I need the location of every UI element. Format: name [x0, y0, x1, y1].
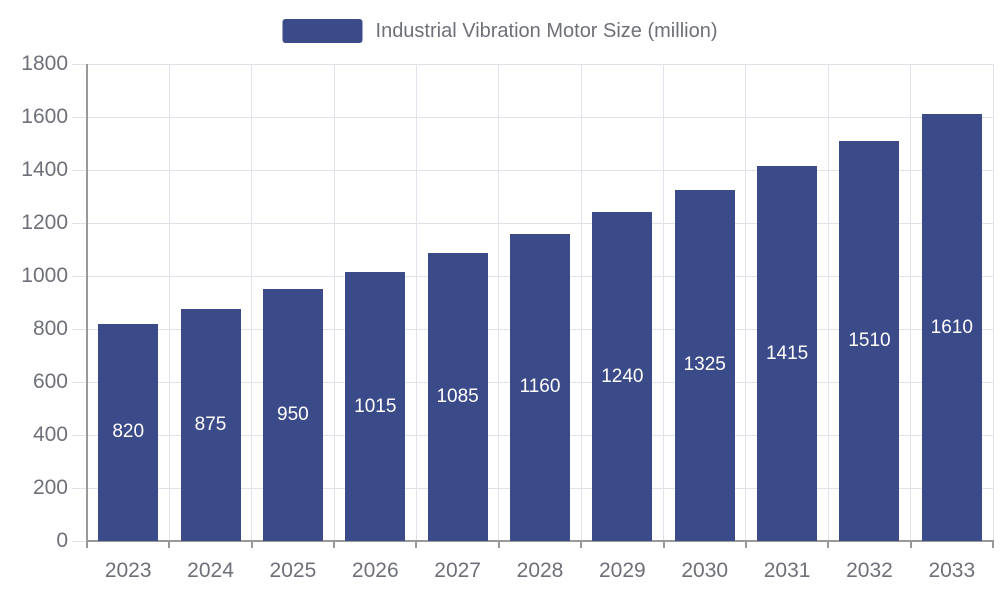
bar-value-label: 1085 [436, 386, 479, 408]
x-axis-tick [662, 541, 665, 548]
x-axis-line [86, 540, 994, 542]
bar[interactable] [839, 140, 900, 541]
bar-value-label: 875 [194, 414, 227, 436]
bar[interactable] [510, 233, 570, 541]
bar-value-label: 1415 [765, 342, 809, 364]
bar[interactable] [262, 289, 323, 541]
y-axis-tick-label: 800 [32, 317, 68, 340]
y-axis-tick [72, 169, 87, 171]
bar-value-label: 1160 [519, 376, 561, 398]
y-axis-tick-label: 200 [32, 476, 68, 499]
bar-value-label: 1015 [354, 395, 397, 417]
x-gridline [333, 64, 335, 541]
y-axis-tick-label: 600 [32, 370, 68, 393]
bar[interactable] [592, 212, 653, 541]
legend-label: Industrial Vibration Motor Size (million… [375, 20, 718, 42]
y-axis-tick [72, 434, 87, 436]
x-axis-tick [333, 541, 336, 548]
x-axis-tick-label: 2032 [846, 559, 893, 582]
x-axis-tick-label: 2030 [681, 559, 729, 582]
y-axis-tick-label: 400 [32, 423, 68, 446]
x-axis-tick-label: 2023 [104, 559, 152, 582]
x-gridline [168, 64, 170, 541]
x-gridline [745, 64, 747, 541]
x-gridline [910, 64, 912, 541]
y-gridline [87, 116, 993, 118]
x-gridline [498, 64, 500, 541]
x-axis-tick [909, 541, 912, 548]
x-gridline [251, 64, 253, 541]
y-axis-tick-label: 0 [56, 529, 68, 552]
x-axis-tick-label: 2029 [599, 559, 646, 582]
bar-value-label: 1325 [683, 354, 726, 376]
bar-value-label: 1510 [848, 329, 891, 351]
x-gridline [415, 64, 417, 541]
y-axis-tick [72, 540, 87, 542]
x-axis-tick-label: 2031 [763, 559, 811, 582]
bar[interactable] [427, 253, 488, 541]
y-axis-tick-label: 1600 [21, 105, 68, 128]
bar[interactable] [345, 272, 406, 541]
y-axis-tick [72, 116, 87, 118]
bar[interactable] [921, 114, 982, 541]
x-axis-tick [497, 541, 500, 548]
y-axis-tick [72, 381, 87, 383]
x-axis-tick-label: 2026 [351, 559, 399, 582]
x-gridline [663, 64, 665, 541]
y-axis-tick [72, 222, 87, 224]
y-gridline [87, 169, 993, 171]
x-axis-tick-label: 2028 [516, 559, 564, 582]
x-axis-tick-label: 2027 [434, 559, 481, 582]
y-gridline [87, 222, 993, 224]
x-axis-tick [580, 541, 583, 548]
x-axis-tick [168, 541, 171, 548]
bar[interactable] [757, 166, 818, 541]
bar-value-label: 1610 [930, 316, 973, 338]
x-gridline [827, 64, 829, 541]
y-gridline [87, 63, 993, 65]
bar[interactable] [98, 323, 159, 541]
x-gridline [992, 64, 994, 541]
y-axis-tick-label: 1800 [21, 52, 68, 75]
x-axis-tick-label: 2033 [928, 559, 976, 582]
x-axis-tick-label: 2025 [269, 559, 317, 582]
y-axis-tick-label: 1200 [21, 211, 68, 234]
bar-value-label: 1240 [601, 365, 644, 387]
x-axis-tick [86, 541, 88, 548]
x-axis-tick [744, 541, 747, 548]
x-axis-tick [415, 541, 418, 548]
y-axis-line [86, 64, 88, 541]
x-axis-tick-label: 2024 [187, 559, 234, 582]
y-axis-tick [72, 275, 87, 277]
bar-value-label: 820 [112, 421, 145, 443]
y-axis-tick [72, 63, 87, 65]
legend-item[interactable]: Industrial Vibration Motor Size (million… [282, 19, 718, 43]
x-axis-tick [250, 541, 253, 548]
y-axis-tick [72, 487, 87, 489]
bar[interactable] [674, 189, 735, 541]
x-axis-tick [827, 541, 830, 548]
x-gridline [580, 64, 582, 541]
legend-swatch-icon [282, 19, 363, 43]
x-axis-tick [992, 541, 994, 548]
bar[interactable] [180, 309, 241, 541]
bar-value-label: 950 [277, 404, 309, 426]
y-axis-tick-label: 1400 [21, 158, 68, 181]
y-axis-tick [72, 328, 87, 330]
y-axis-tick-label: 1000 [21, 264, 68, 287]
